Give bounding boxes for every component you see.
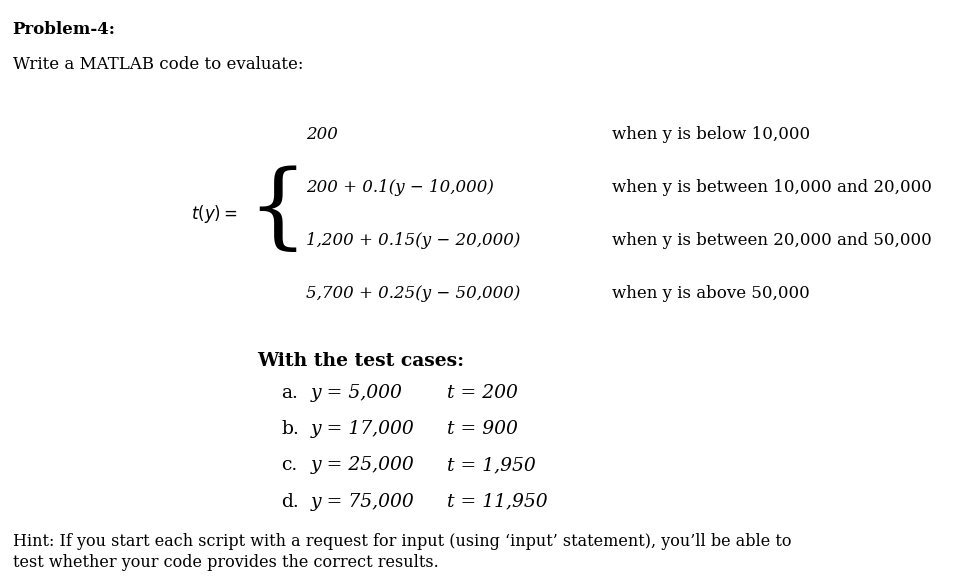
Text: d.: d. (282, 493, 299, 510)
Text: 5,700 + 0.25(y − 50,000): 5,700 + 0.25(y − 50,000) (306, 284, 520, 302)
Text: when y is below 10,000: when y is below 10,000 (612, 126, 810, 144)
Text: test whether your code provides the correct results.: test whether your code provides the corr… (13, 554, 438, 571)
Text: c.: c. (282, 456, 298, 474)
Text: a.: a. (282, 384, 298, 401)
Text: Write a MATLAB code to evaluate:: Write a MATLAB code to evaluate: (13, 56, 303, 73)
Text: y = 75,000: y = 75,000 (311, 493, 415, 510)
Text: t = 11,950: t = 11,950 (447, 493, 548, 510)
Text: y = 25,000: y = 25,000 (311, 456, 415, 474)
Text: $t(y) =$: $t(y) =$ (191, 203, 238, 225)
Text: y = 17,000: y = 17,000 (311, 420, 415, 438)
Text: t = 900: t = 900 (447, 420, 518, 438)
Text: t = 1,950: t = 1,950 (447, 456, 535, 474)
Text: With the test cases:: With the test cases: (257, 352, 464, 370)
Text: Hint: If you start each script with a request for input (using ‘input’ statement: Hint: If you start each script with a re… (13, 533, 791, 550)
Text: Problem-4:: Problem-4: (13, 21, 116, 38)
Text: y = 5,000: y = 5,000 (311, 384, 403, 401)
Text: 200 + 0.1(y − 10,000): 200 + 0.1(y − 10,000) (306, 179, 493, 196)
Text: {: { (248, 166, 308, 256)
Text: when y is between 10,000 and 20,000: when y is between 10,000 and 20,000 (612, 179, 931, 196)
Text: t = 200: t = 200 (447, 384, 518, 401)
Text: when y is between 20,000 and 50,000: when y is between 20,000 and 50,000 (612, 231, 931, 249)
Text: 200: 200 (306, 126, 338, 144)
Text: when y is above 50,000: when y is above 50,000 (612, 284, 810, 302)
Text: 1,200 + 0.15(y − 20,000): 1,200 + 0.15(y − 20,000) (306, 231, 520, 249)
Text: b.: b. (282, 420, 299, 438)
